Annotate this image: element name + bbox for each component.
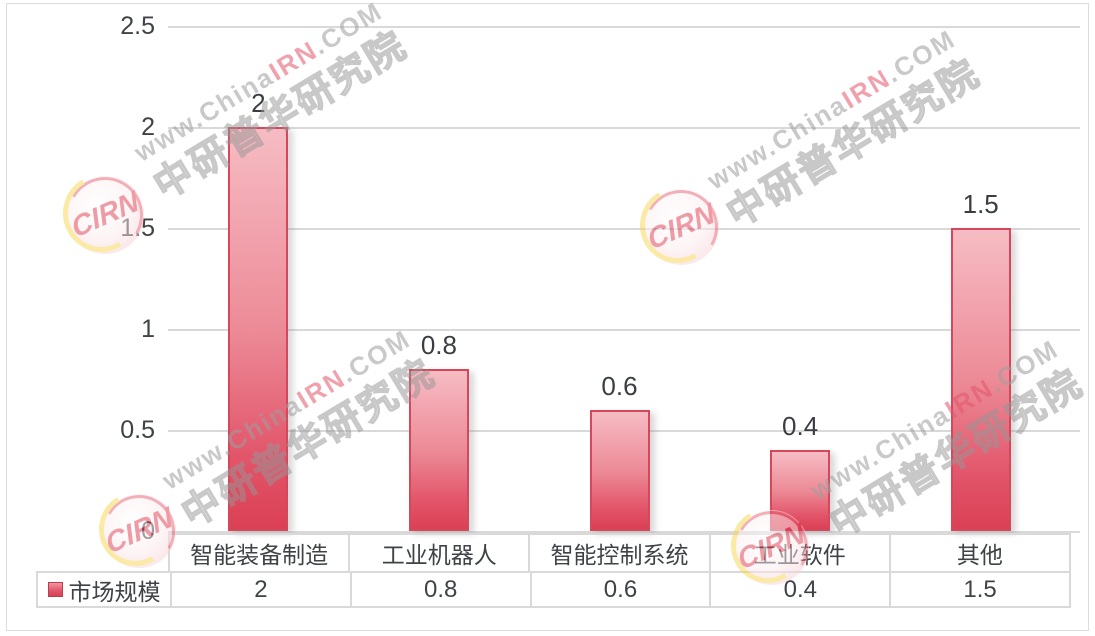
- y-axis-tick-label: 0.5: [120, 416, 155, 444]
- legend-item: 市场规模: [38, 573, 170, 606]
- bar-value-label: 1.5: [962, 189, 999, 219]
- gridline-1: [168, 329, 1080, 331]
- y-axis-tick-label: 1: [141, 315, 155, 343]
- bar[interactable]: [950, 228, 1011, 531]
- table-value: 0.4: [709, 573, 889, 606]
- gridline-2: [168, 127, 1080, 129]
- table-value: 1.5: [889, 573, 1069, 606]
- category-header: 智能控制系统: [528, 535, 708, 571]
- bar-value-label: 0.8: [420, 330, 457, 361]
- category-header: 其他: [888, 535, 1069, 571]
- table-value: 0.8: [349, 573, 530, 606]
- bar-value-label: 0.6: [601, 370, 638, 401]
- bar-value-label: 2: [251, 88, 266, 118]
- bar[interactable]: [770, 450, 831, 531]
- y-axis-tick-label: 2: [141, 113, 155, 141]
- gridline-1_5: [168, 228, 1080, 230]
- chart-frame: [6, 3, 1089, 631]
- category-header: 工业软件: [708, 535, 889, 571]
- legend-label: 市场规模: [68, 578, 161, 605]
- gridline-0-baseline: [168, 531, 1080, 533]
- gridline-2_5: [168, 26, 1080, 28]
- legend-swatch-icon: [47, 582, 63, 597]
- bar[interactable]: [589, 409, 650, 531]
- table-value: 0.6: [529, 573, 710, 606]
- bar-value-label: 0.4: [782, 411, 819, 442]
- y-axis-tick-label: 2.5: [120, 12, 155, 40]
- y-axis-tick-label: 1.5: [120, 214, 155, 242]
- category-header: 智能装备制造: [190, 542, 329, 568]
- table-value: 2: [170, 573, 350, 606]
- bar[interactable]: [408, 369, 469, 531]
- data-table-header-row: 智能装备制造 工业机器人 智能控制系统 工业软件 其他: [168, 533, 1071, 571]
- bar[interactable]: [228, 127, 289, 531]
- category-header: 工业机器人: [348, 535, 528, 571]
- y-axis-tick-label: 0: [141, 517, 155, 545]
- data-table-value-row: 市场规模 2 0.8 0.6 0.4 1.5: [36, 571, 1071, 608]
